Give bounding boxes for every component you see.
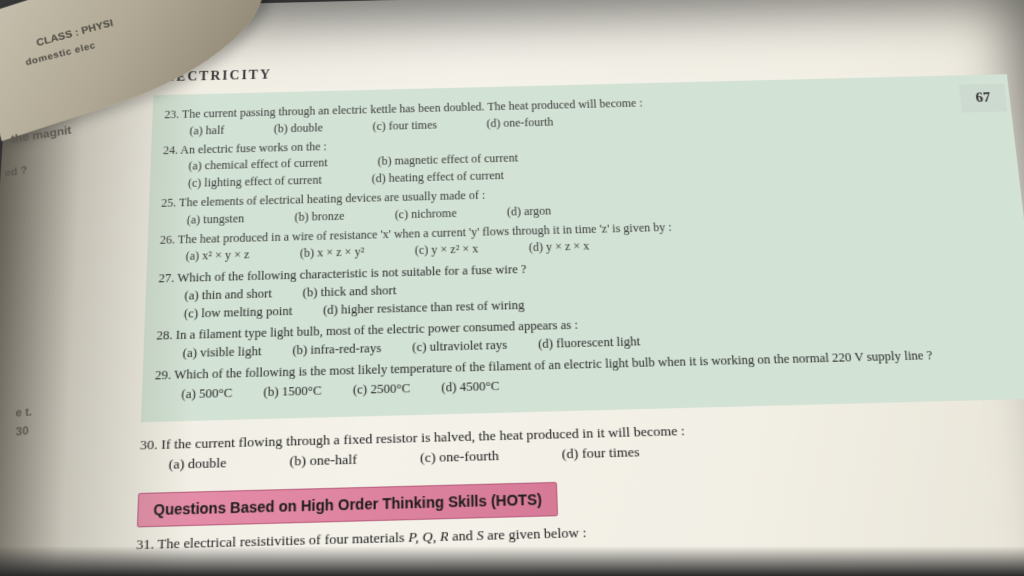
q25-num: 25. xyxy=(161,196,177,210)
q28-num: 28. xyxy=(156,328,173,343)
bottom-shadow xyxy=(0,546,1024,576)
q25-a: (a) tungsten xyxy=(187,210,245,228)
q31-text-c: and xyxy=(448,527,476,544)
q28-a: (a) visible light xyxy=(182,342,261,363)
q23-a: (a) half xyxy=(189,122,224,139)
q24-c: (c) lighting effect of current xyxy=(188,172,322,192)
q30-num: 30. xyxy=(140,436,158,452)
green-question-box: 23. The current passing through an elect… xyxy=(141,74,1024,421)
below-green: 30. If the current flowing through a fix… xyxy=(136,411,1024,556)
q23-d: (d) one-fourth xyxy=(486,114,553,132)
hots-heading: Questions Based on High Order Thinking S… xyxy=(137,482,558,528)
q29-b: (b) 1500°C xyxy=(263,381,321,401)
q25-d: (d) argon xyxy=(507,202,552,220)
q29-a: (a) 500°C xyxy=(181,383,232,403)
q30-b: (b) one-half xyxy=(290,449,357,471)
page-perspective-wrap: CLASS : PHYSI domestic elec the magnit e… xyxy=(0,0,1024,576)
q31-text-e: are given below : xyxy=(484,524,587,543)
q25-b: (b) bronze xyxy=(294,208,344,226)
q30-c: (c) one-fourth xyxy=(420,446,499,469)
q28-d: (d) fluorescent light xyxy=(538,332,641,353)
page-number: 67 xyxy=(959,84,1007,113)
q24-d: (d) heating effect of current xyxy=(372,167,504,187)
q26-d: (d) y × z × x xyxy=(529,238,590,257)
side-a: e t. xyxy=(15,404,32,424)
book-page: CLASS : PHYSI domestic elec the magnit e… xyxy=(0,0,1024,576)
q23-b: (b) double xyxy=(274,120,323,138)
q30-d: (d) four times xyxy=(561,442,640,465)
q31-pqr: P, Q, R xyxy=(408,528,449,545)
q23-num: 23. xyxy=(164,108,179,121)
q27-num: 27. xyxy=(158,271,174,285)
q30-a: (a) double xyxy=(168,453,227,475)
side-labels: e t. 30 xyxy=(15,404,32,442)
q26-a: (a) x² × y × z xyxy=(185,247,249,266)
q23-c: (c) four times xyxy=(372,117,437,135)
content-area: ELECTRICITY 23. The current passing thro… xyxy=(136,49,1024,558)
q29-d: (d) 4500°C xyxy=(441,376,499,396)
q29-c: (c) 2500°C xyxy=(353,378,410,398)
q29-num: 29. xyxy=(155,368,172,383)
q28-c: (c) ultraviolet rays xyxy=(412,336,507,357)
q27-d: (d) higher resistance than rest of wirin… xyxy=(323,296,525,319)
q30: 30. If the current flowing through a fix… xyxy=(139,411,1024,476)
q24-text: An electric fuse works on the : xyxy=(180,140,327,157)
q27-c: (c) low melting point xyxy=(184,302,293,323)
q26-num: 26. xyxy=(160,233,176,247)
q26-b: (b) x × z × y² xyxy=(300,244,364,263)
side-b: 30 xyxy=(16,422,33,442)
curl-text-2: domestic elec xyxy=(25,41,97,68)
q27-a: (a) thin and short xyxy=(184,284,272,304)
q26-c: (c) y × z² × x xyxy=(415,241,479,260)
left-margin-2: ed ? xyxy=(4,165,28,180)
q25-c: (c) nichrome xyxy=(395,205,457,223)
curl-text-1: CLASS : PHYSI xyxy=(35,18,114,49)
q28-b: (b) infra-red-rays xyxy=(292,339,381,360)
q24-num: 24. xyxy=(163,143,178,157)
q27-b: (b) thick and short xyxy=(302,281,396,301)
